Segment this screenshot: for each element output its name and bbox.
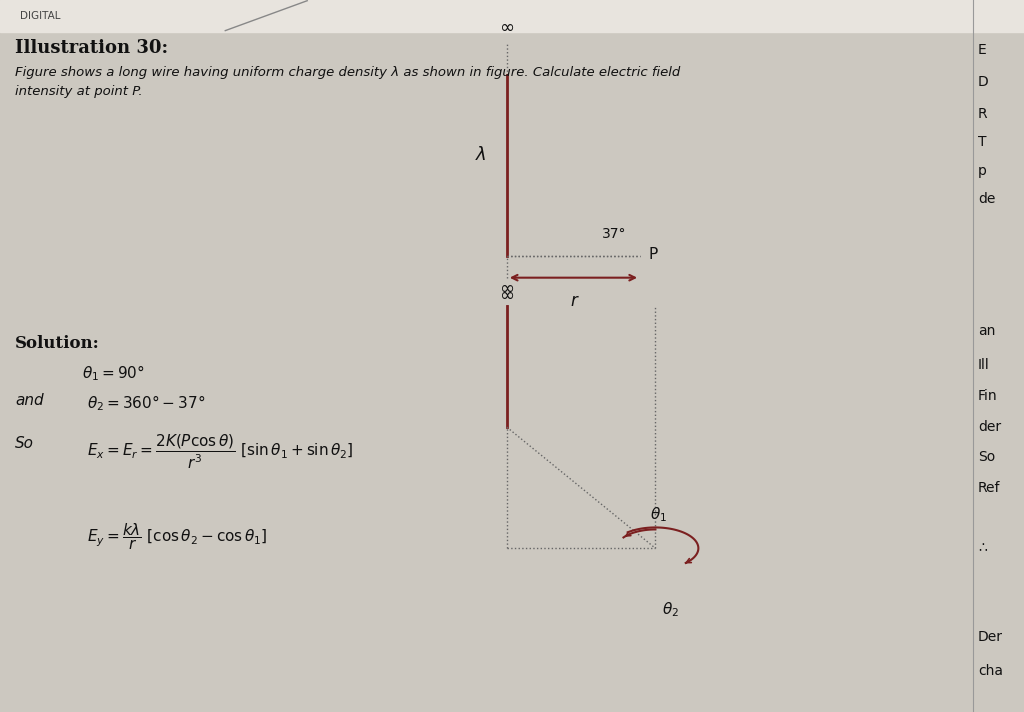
Text: So: So <box>978 450 995 464</box>
Text: Ref: Ref <box>978 481 1000 495</box>
Text: $\infty$: $\infty$ <box>500 286 514 304</box>
Text: de: de <box>978 192 995 206</box>
Text: der: der <box>978 420 1001 434</box>
Text: $\theta_1 = 90°$: $\theta_1 = 90°$ <box>82 363 144 383</box>
Text: $E_x = E_r = \dfrac{2K(P\cos\theta)}{r^3}\ [\sin\theta_1 + \sin\theta_2]$: $E_x = E_r = \dfrac{2K(P\cos\theta)}{r^3… <box>87 432 353 471</box>
Text: p: p <box>978 164 987 178</box>
Text: T: T <box>978 135 986 150</box>
Text: $\theta_2 = 360° - 37°$: $\theta_2 = 360° - 37°$ <box>87 393 206 413</box>
Text: $\lambda$: $\lambda$ <box>475 146 486 164</box>
Text: ∴: ∴ <box>978 541 987 555</box>
Bar <box>0 0 1024 32</box>
Text: intensity at point P.: intensity at point P. <box>15 85 143 98</box>
Text: DIGITAL: DIGITAL <box>20 11 61 21</box>
Text: R: R <box>978 107 987 121</box>
Text: Illustration 30:: Illustration 30: <box>15 39 169 57</box>
Text: $\theta_2$: $\theta_2$ <box>663 600 679 619</box>
Text: $\infty$: $\infty$ <box>500 279 514 297</box>
Text: cha: cha <box>978 664 1002 678</box>
Text: and: and <box>15 393 44 408</box>
Text: Fin: Fin <box>978 389 997 404</box>
Text: E: E <box>978 43 987 57</box>
Text: Figure shows a long wire having uniform charge density λ as shown in figure. Cal: Figure shows a long wire having uniform … <box>15 66 681 78</box>
Text: r: r <box>570 292 577 310</box>
Text: 37°: 37° <box>602 226 627 241</box>
Text: Ill: Ill <box>978 358 989 372</box>
Text: $\infty$: $\infty$ <box>500 18 514 36</box>
Text: D: D <box>978 75 988 89</box>
Text: Der: Der <box>978 630 1002 644</box>
Text: So: So <box>15 436 35 451</box>
Text: Solution:: Solution: <box>15 335 100 352</box>
Text: an: an <box>978 324 995 338</box>
Text: $\theta_1$: $\theta_1$ <box>650 505 668 524</box>
Text: $E_y = \dfrac{k\lambda}{r}\ [\cos\theta_2 - \cos\theta_1]$: $E_y = \dfrac{k\lambda}{r}\ [\cos\theta_… <box>87 521 267 552</box>
Text: P: P <box>648 246 657 262</box>
